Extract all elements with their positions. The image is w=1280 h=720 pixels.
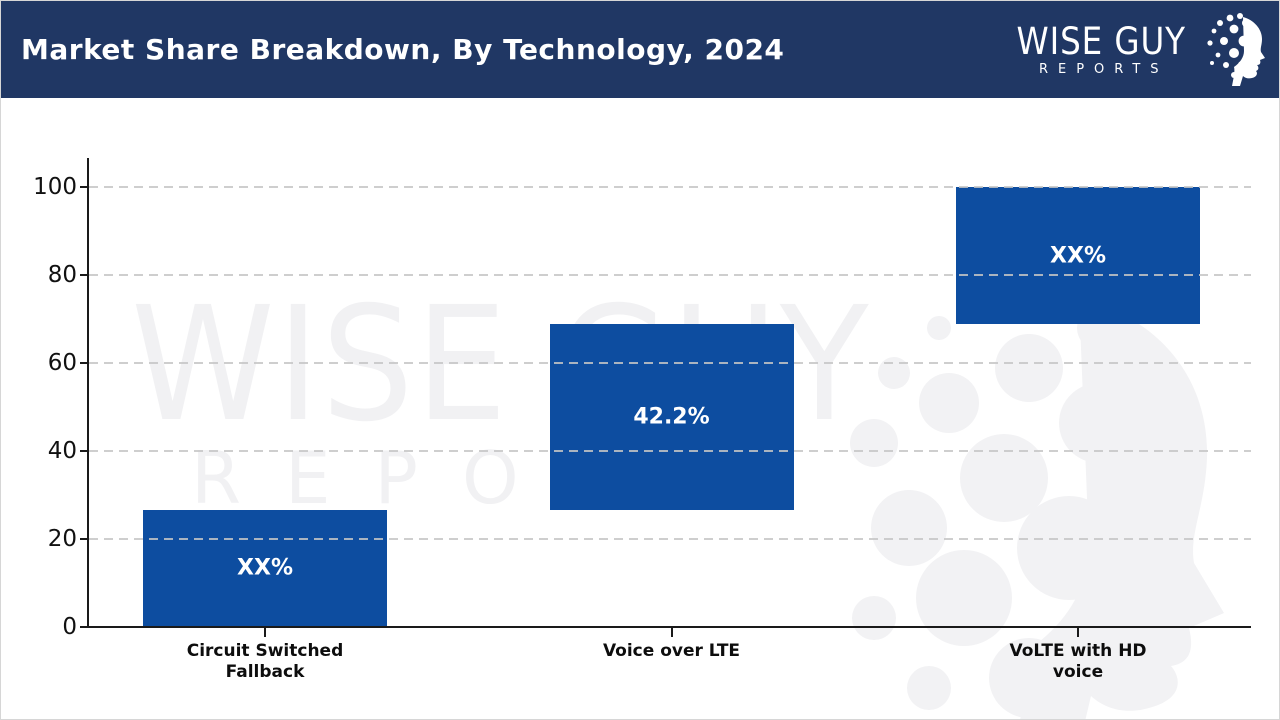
category-label: VoLTE with HD voice [1009, 641, 1147, 682]
y-tick-mark [80, 274, 88, 276]
y-tick-label: 60 [47, 349, 77, 376]
x-tick-mark [670, 628, 673, 637]
category-label: Voice over LTE [602, 641, 741, 661]
logo-wordmark: WISE GUY [1016, 20, 1186, 63]
gridline [89, 362, 1251, 364]
brand-logo: WISE GUY REPORTS [1005, 12, 1265, 88]
y-tick-mark [80, 362, 88, 364]
bar [143, 509, 387, 627]
y-axis-line [87, 158, 89, 628]
y-tick-label: 0 [62, 613, 77, 640]
x-axis-line [87, 626, 1251, 628]
bar [549, 324, 794, 510]
bar-value-label: XX% [237, 555, 293, 581]
bar-value-label: 42.2% [633, 404, 710, 430]
bar [956, 187, 1200, 325]
y-tick-mark [80, 186, 88, 188]
y-tick-label: 80 [47, 261, 77, 288]
page-title: Market Share Breakdown, By Technology, 2… [21, 33, 785, 66]
bar-value-label: XX% [1050, 243, 1106, 269]
y-tick-mark [80, 450, 88, 452]
y-tick-mark [80, 538, 88, 540]
gridline [89, 186, 1251, 188]
y-tick-label: 100 [33, 173, 77, 200]
y-tick-mark [80, 626, 88, 628]
logo-subtitle: REPORTS [1038, 62, 1169, 77]
logo-wordmark-block: WISE GUY REPORTS [1005, 23, 1197, 76]
chart-area: WISE GUY REPORTS 0 20 40 60 80 100 XX% Circuit … [1, 98, 1279, 719]
y-tick-label: 40 [47, 437, 77, 464]
x-tick-mark [264, 628, 266, 637]
gridline [89, 450, 1251, 452]
y-tick-label: 20 [47, 525, 77, 552]
header-bar: Market Share Breakdown, By Technology, 2… [1, 1, 1279, 98]
category-label: Circuit Switched Fallback [186, 641, 344, 682]
x-tick-mark [1077, 628, 1079, 637]
logo-head-icon [1207, 12, 1265, 86]
gridline [89, 538, 1251, 540]
gridline [89, 274, 1251, 276]
